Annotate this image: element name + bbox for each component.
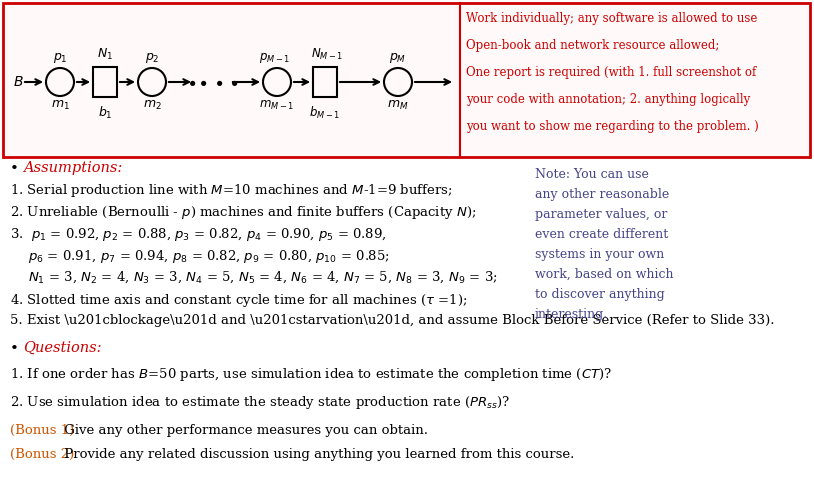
Text: Provide any related discussion using anything you learned from this course.: Provide any related discussion using any… — [60, 448, 575, 461]
Text: $p_{M-1}$: $p_{M-1}$ — [260, 51, 291, 65]
Text: Questions:: Questions: — [23, 341, 102, 355]
Text: $m_M$: $m_M$ — [387, 99, 409, 112]
Text: even create different: even create different — [535, 228, 668, 241]
Text: $m_{M-1}$: $m_{M-1}$ — [260, 99, 295, 112]
Text: Note: You can use: Note: You can use — [535, 168, 649, 181]
Text: $N_1$ = 3, $N_2$ = 4, $N_3$ = 3, $N_4$ = 5, $N_5$ = 4, $N_6$ = 4, $N_7$ = 5, $N_: $N_1$ = 3, $N_2$ = 4, $N_3$ = 3, $N_4$ =… — [28, 270, 497, 285]
Text: Open-book and network resource allowed;: Open-book and network resource allowed; — [466, 39, 720, 52]
Text: 3.  $p_1$ = 0.92, $p_2$ = 0.88, $p_3$ = 0.82, $p_4$ = 0.90, $p_5$ = 0.89,: 3. $p_1$ = 0.92, $p_2$ = 0.88, $p_3$ = 0… — [10, 226, 387, 243]
Text: $m_1$: $m_1$ — [50, 99, 69, 112]
Bar — [93, 67, 117, 97]
Text: (Bonus 1): (Bonus 1) — [10, 424, 74, 437]
Text: $p_M$: $p_M$ — [389, 51, 407, 65]
Text: $N_1$: $N_1$ — [97, 47, 113, 62]
Text: interesting.: interesting. — [535, 308, 608, 321]
Text: •: • — [10, 342, 19, 356]
Text: parameter values, or: parameter values, or — [535, 208, 667, 221]
Text: $\bullet\!\bullet\!\bullet\!\bullet$: $\bullet\!\bullet\!\bullet\!\bullet$ — [186, 73, 239, 91]
Text: 2. Use simulation idea to estimate the steady state production rate ($PR_{ss}$)?: 2. Use simulation idea to estimate the s… — [10, 394, 510, 411]
Text: Give any other performance measures you can obtain.: Give any other performance measures you … — [60, 424, 428, 437]
Text: One report is required (with 1. full screenshot of: One report is required (with 1. full scr… — [466, 66, 756, 79]
Text: $B$: $B$ — [13, 75, 24, 89]
Text: $p_2$: $p_2$ — [145, 51, 160, 65]
Text: $N_{M-1}$: $N_{M-1}$ — [311, 47, 344, 62]
Bar — [3, 3, 810, 157]
Text: (Bonus 2): (Bonus 2) — [10, 448, 74, 461]
Text: 1. Serial production line with $M$=10 machines and $M$-1=9 buffers;: 1. Serial production line with $M$=10 ma… — [10, 182, 453, 199]
Text: 4. Slotted time axis and constant cycle time for all machines ($\tau$ =1);: 4. Slotted time axis and constant cycle … — [10, 292, 467, 309]
Bar — [313, 67, 337, 97]
Text: work, based on which: work, based on which — [535, 268, 673, 281]
Text: $b_{M-1}$: $b_{M-1}$ — [309, 105, 340, 121]
Text: 1. If one order has $B$=50 parts, use simulation idea to estimate the completion: 1. If one order has $B$=50 parts, use si… — [10, 366, 612, 383]
Text: 2. Unreliable (Bernoulli - $p$) machines and finite buffers (Capacity $N$);: 2. Unreliable (Bernoulli - $p$) machines… — [10, 204, 476, 221]
Text: Work individually; any software is allowed to use: Work individually; any software is allow… — [466, 12, 757, 25]
Text: •: • — [10, 162, 19, 176]
Text: $m_2$: $m_2$ — [142, 99, 161, 112]
Text: $b_1$: $b_1$ — [98, 105, 112, 121]
Text: Assumptions:: Assumptions: — [23, 161, 122, 175]
Text: systems in your own: systems in your own — [535, 248, 664, 261]
Text: 5. Exist \u201cblockage\u201d and \u201cstarvation\u201d, and assume Block Befor: 5. Exist \u201cblockage\u201d and \u201c… — [10, 314, 774, 327]
Text: your code with annotation; 2. anything logically: your code with annotation; 2. anything l… — [466, 93, 751, 106]
Text: any other reasonable: any other reasonable — [535, 188, 669, 201]
Text: you want to show me regarding to the problem. ): you want to show me regarding to the pro… — [466, 120, 759, 133]
Text: $p_1$: $p_1$ — [53, 51, 68, 65]
Text: $p_6$ = 0.91, $p_7$ = 0.94, $p_8$ = 0.82, $p_9$ = 0.80, $p_{10}$ = 0.85;: $p_6$ = 0.91, $p_7$ = 0.94, $p_8$ = 0.82… — [28, 248, 390, 265]
Text: to discover anything: to discover anything — [535, 288, 665, 301]
